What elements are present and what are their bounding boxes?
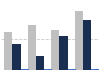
Bar — [44, 69, 52, 70]
Bar — [36, 56, 44, 70]
Bar — [51, 30, 59, 70]
Bar — [91, 69, 99, 70]
Bar — [4, 32, 12, 70]
Bar — [21, 69, 29, 70]
Bar — [28, 25, 36, 70]
Bar — [75, 11, 83, 70]
Bar — [12, 44, 21, 70]
Bar — [83, 20, 91, 70]
Bar — [59, 36, 68, 70]
Bar — [68, 69, 76, 70]
